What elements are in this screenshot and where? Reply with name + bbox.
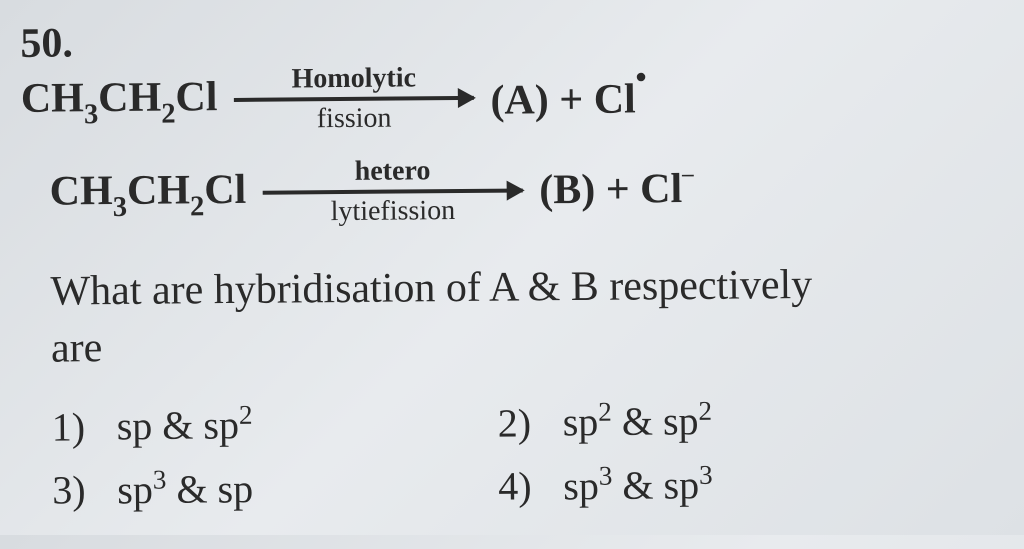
- option-text: sp: [117, 467, 153, 512]
- option-sup: 3: [599, 460, 613, 490]
- product-2: (B) + Cl–: [539, 165, 694, 214]
- option-sup: 2: [698, 396, 712, 426]
- plus-sign: +: [606, 167, 630, 213]
- arrow-top-label: Homolytic: [234, 64, 474, 94]
- arrow-top-label: hetero: [262, 156, 522, 186]
- formula-sub: 2: [190, 191, 205, 222]
- question-number: 50.: [20, 19, 73, 67]
- reactant-1: CH3CH2Cl: [21, 73, 218, 129]
- question-prompt: What are hybridisation of A & B respecti…: [50, 256, 943, 377]
- arrow-line: [263, 188, 523, 194]
- option-text: & sp: [612, 462, 699, 508]
- option-label: 3): [52, 466, 107, 513]
- reaction-arrow-1: Homolytic fission: [234, 64, 475, 134]
- option-label: 2): [498, 399, 553, 446]
- formula-text: Cl: [204, 167, 246, 213]
- formula-sub: 2: [161, 99, 176, 130]
- product-A: (A): [490, 77, 549, 124]
- arrow-bottom-label: fission: [234, 104, 474, 134]
- minus-charge: –: [682, 160, 694, 186]
- option-1: 1) sp & sp2: [52, 398, 498, 450]
- product-Cl: Cl: [640, 166, 682, 212]
- product-1: (A) + Cl•: [490, 69, 647, 124]
- option-text: & sp: [166, 466, 253, 512]
- option-2: 2) sp2 & sp2: [497, 394, 943, 446]
- page-container: 50. CH3CH2Cl Homolytic fission (A) + Cl•…: [0, 0, 1024, 549]
- reaction-2: CH3CH2Cl hetero lytiefission (B) + Cl–: [49, 153, 942, 229]
- formula-text: CH: [49, 168, 112, 215]
- option-sup: 3: [153, 464, 167, 494]
- prompt-line-1: What are hybridisation of A & B respecti…: [50, 256, 942, 320]
- plus-sign: +: [559, 77, 583, 123]
- option-label: 1): [52, 403, 107, 450]
- product-Cl: Cl: [594, 76, 636, 122]
- formula-text: CH: [98, 74, 161, 121]
- options-container: 1) sp & sp2 2) sp2 & sp2 3) sp3 & sp 4) …: [52, 394, 945, 513]
- option-sup: 2: [598, 397, 612, 427]
- option-text: sp & sp: [117, 403, 240, 449]
- option-row: 3) sp3 & sp 4) sp3 & sp3: [52, 457, 944, 513]
- reaction-arrow-2: hetero lytiefission: [262, 156, 523, 226]
- radical-dot: •: [635, 59, 646, 94]
- product-B: (B): [539, 167, 595, 213]
- option-sup: 3: [699, 460, 713, 490]
- prompt-line-2: are: [51, 312, 943, 376]
- option-label: 4): [498, 462, 553, 509]
- reaction-1: CH3CH2Cl Homolytic fission (A) + Cl•: [21, 60, 942, 136]
- formula-sub: 3: [113, 192, 128, 223]
- option-text: sp: [563, 463, 599, 508]
- option-text: & sp: [612, 399, 699, 445]
- option-sup: 2: [239, 400, 253, 430]
- option-text: sp: [563, 399, 599, 444]
- formula-sub: 3: [84, 99, 99, 130]
- option-row: 1) sp & sp2 2) sp2 & sp2: [52, 394, 944, 450]
- arrow-line: [234, 96, 474, 102]
- question-body: CH3CH2Cl Homolytic fission (A) + Cl• CH3…: [21, 60, 945, 529]
- formula-text: CH: [127, 167, 190, 214]
- option-3: 3) sp3 & sp: [52, 461, 498, 513]
- arrow-bottom-label: lytiefission: [263, 196, 523, 226]
- formula-text: CH: [21, 75, 84, 122]
- formula-text: Cl: [175, 74, 217, 120]
- reactant-2: CH3CH2Cl: [49, 166, 246, 222]
- option-4: 4) sp3 & sp3: [498, 457, 944, 509]
